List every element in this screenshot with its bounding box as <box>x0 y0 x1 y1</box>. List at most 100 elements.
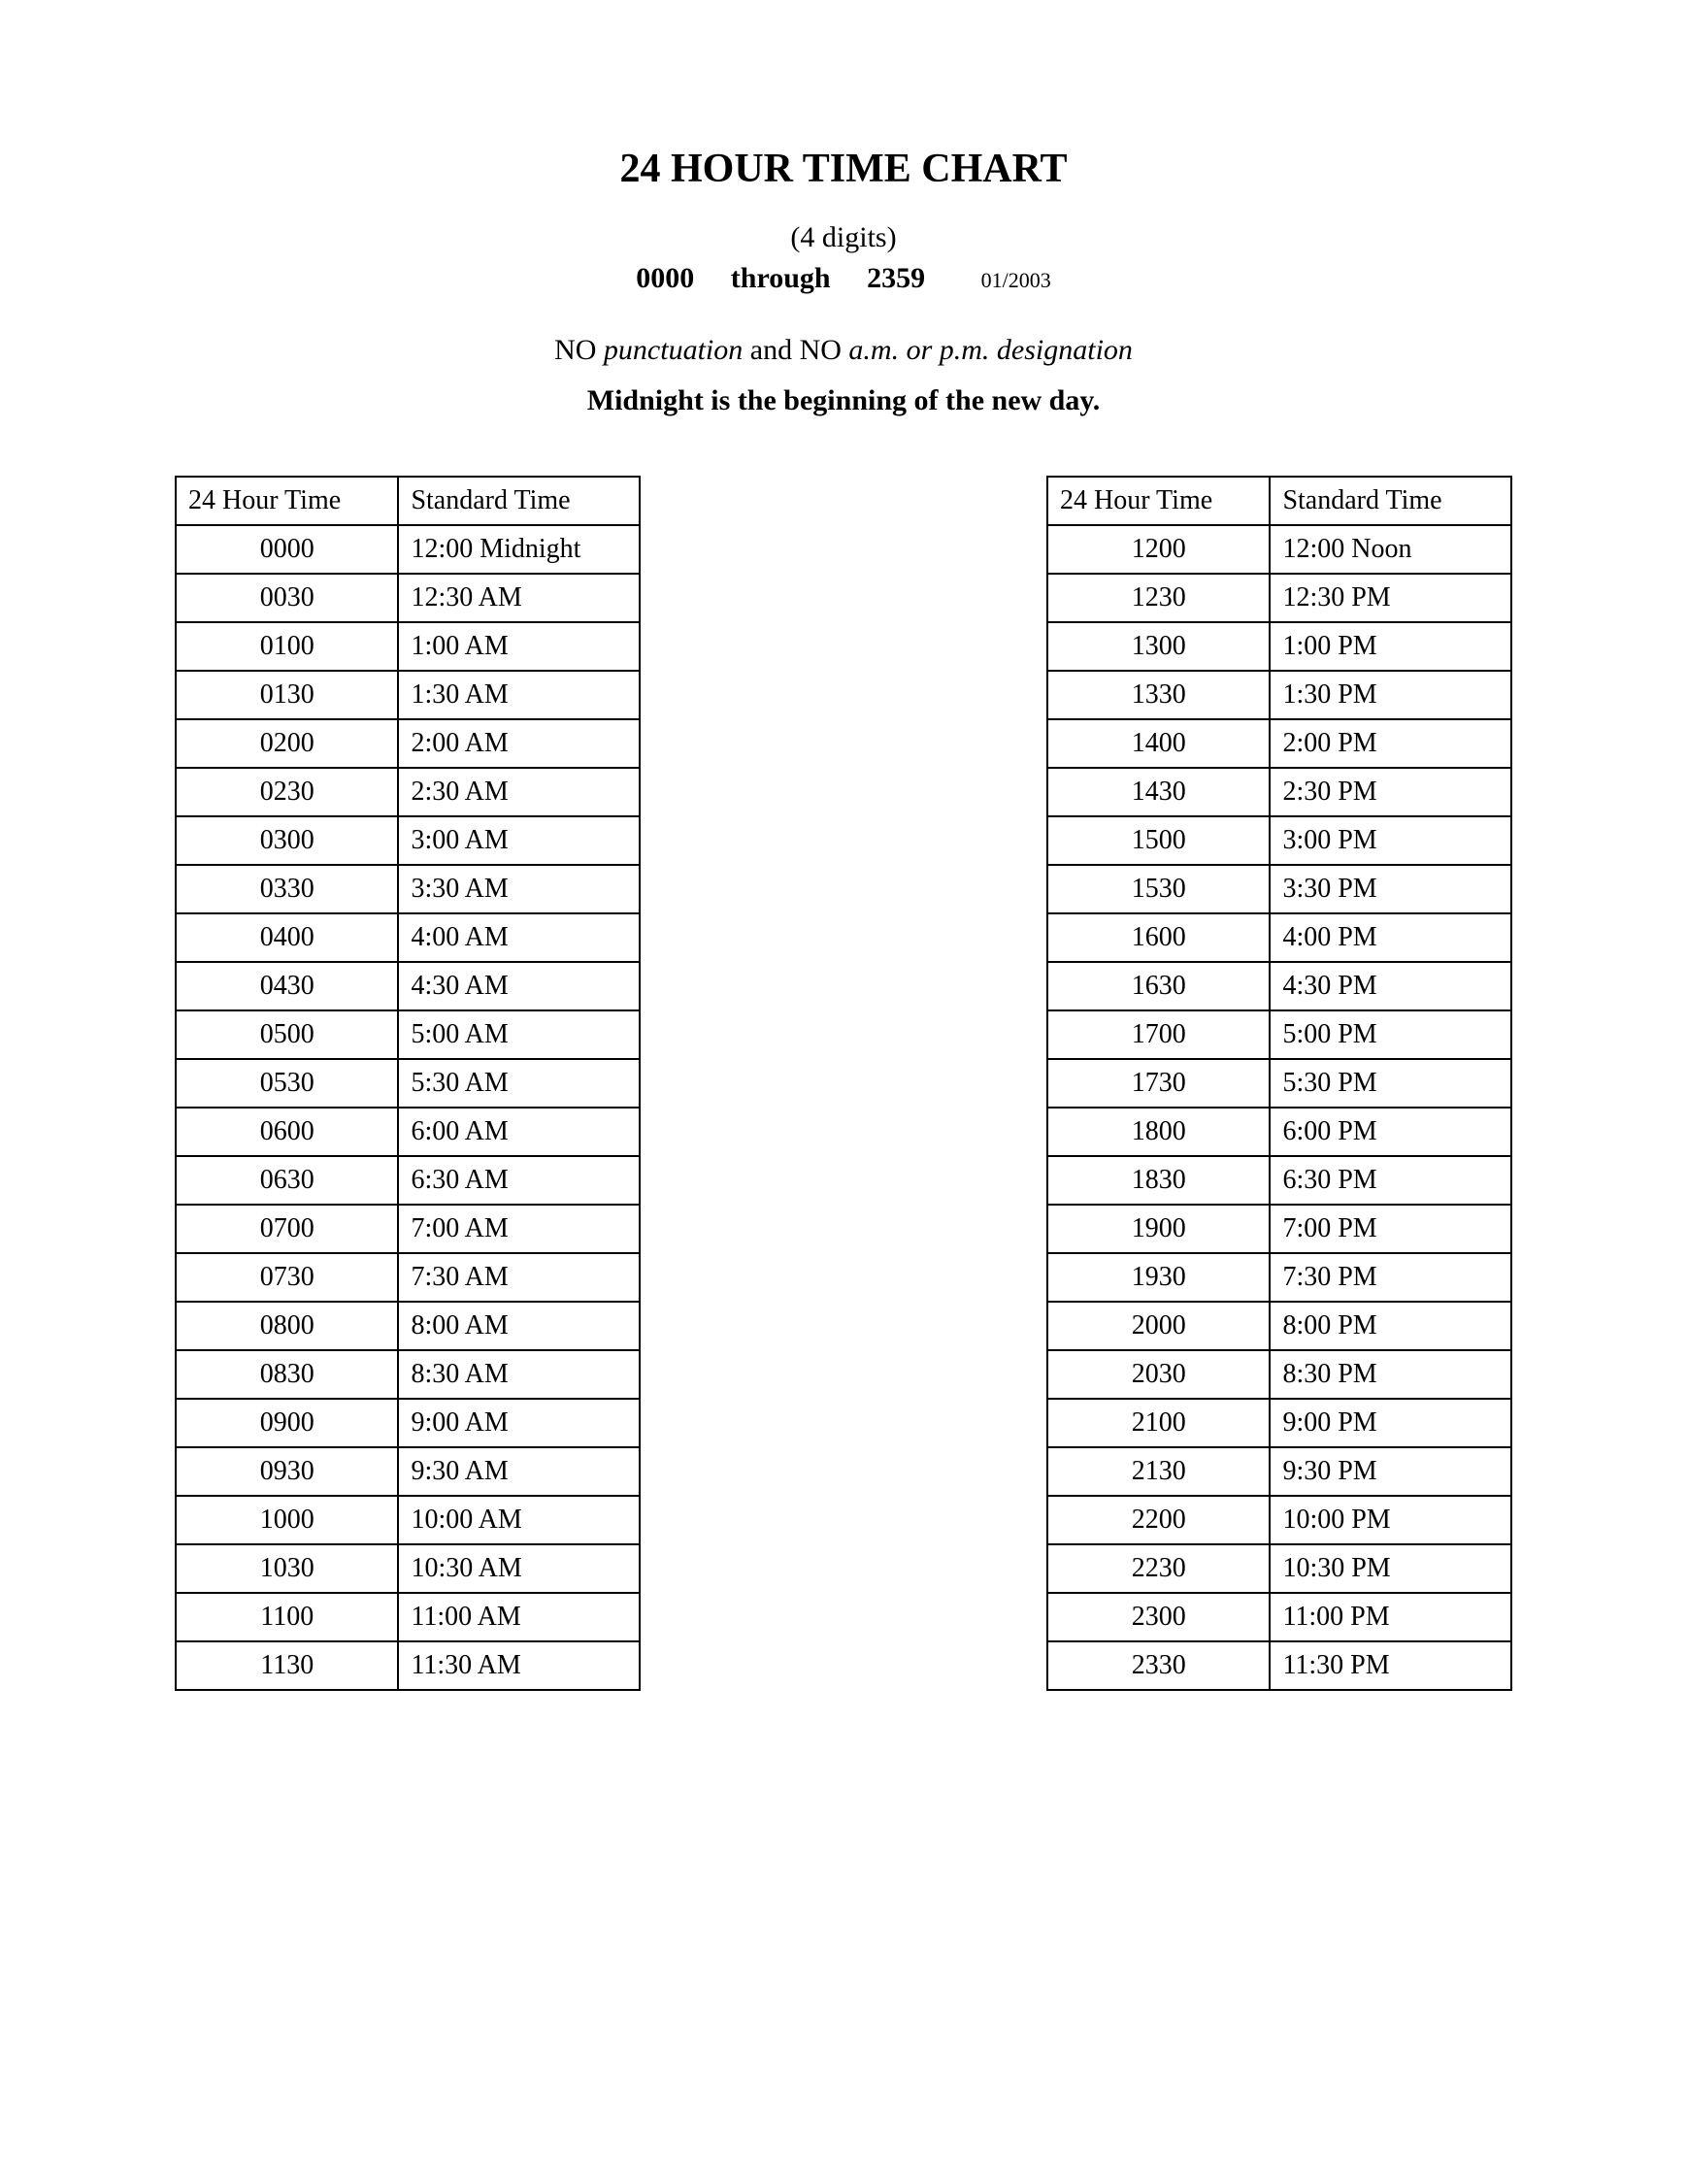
cell-24hour: 2030 <box>1047 1350 1270 1399</box>
cell-standard: 9:00 PM <box>1270 1399 1511 1447</box>
cell-standard: 2:00 AM <box>398 719 640 768</box>
cell-standard: 12:30 AM <box>398 574 640 622</box>
cell-standard: 2:00 PM <box>1270 719 1511 768</box>
cell-standard: 7:00 PM <box>1270 1205 1511 1253</box>
cell-standard: 11:30 AM <box>398 1641 640 1690</box>
table-row: 06306:30 AM <box>176 1156 640 1205</box>
cell-standard: 6:00 AM <box>398 1108 640 1156</box>
table-row: 100010:00 AM <box>176 1496 640 1544</box>
cell-24hour: 1600 <box>1047 913 1270 962</box>
document-date: 01/2003 <box>981 268 1051 292</box>
subtitle: (4 digits) <box>175 221 1512 254</box>
cell-24hour: 0830 <box>176 1350 398 1399</box>
cell-24hour: 2300 <box>1047 1593 1270 1641</box>
table-row: 18006:00 PM <box>1047 1108 1511 1156</box>
cell-standard: 10:00 PM <box>1270 1496 1511 1544</box>
cell-24hour: 0400 <box>176 913 398 962</box>
cell-standard: 6:30 PM <box>1270 1156 1511 1205</box>
cell-24hour: 0030 <box>176 574 398 622</box>
table-row: 233011:30 PM <box>1047 1641 1511 1690</box>
table-row: 09309:30 AM <box>176 1447 640 1496</box>
table-row: 04004:00 AM <box>176 913 640 962</box>
cell-standard: 12:30 PM <box>1270 574 1511 622</box>
cell-standard: 10:30 PM <box>1270 1544 1511 1593</box>
time-table-pm: 24 Hour Time Standard Time 120012:00 Noo… <box>1046 476 1512 1691</box>
table-row: 15003:00 PM <box>1047 816 1511 865</box>
cell-24hour: 1930 <box>1047 1253 1270 1302</box>
cell-24hour: 0300 <box>176 816 398 865</box>
cell-24hour: 0800 <box>176 1302 398 1350</box>
table-row: 230011:00 PM <box>1047 1593 1511 1641</box>
cell-24hour: 0630 <box>176 1156 398 1205</box>
table-row: 14002:00 PM <box>1047 719 1511 768</box>
cell-24hour: 0200 <box>176 719 398 768</box>
cell-standard: 6:00 PM <box>1270 1108 1511 1156</box>
cell-24hour: 1330 <box>1047 671 1270 719</box>
cell-24hour: 0230 <box>176 768 398 816</box>
cell-standard: 12:00 Noon <box>1270 525 1511 574</box>
range-to: 2359 <box>867 262 925 294</box>
cell-24hour: 1100 <box>176 1593 398 1641</box>
cell-standard: 5:00 PM <box>1270 1010 1511 1059</box>
range-from: 0000 <box>636 262 694 294</box>
table-row: 09009:00 AM <box>176 1399 640 1447</box>
cell-24hour: 2100 <box>1047 1399 1270 1447</box>
cell-standard: 2:30 AM <box>398 768 640 816</box>
time-table-am: 24 Hour Time Standard Time 000012:00 Mid… <box>175 476 641 1691</box>
cell-standard: 4:00 AM <box>398 913 640 962</box>
rule-midnight: Midnight is the beginning of the new day… <box>175 384 1512 417</box>
table-row: 03303:30 AM <box>176 865 640 913</box>
header-24hour: 24 Hour Time <box>1047 477 1270 525</box>
cell-standard: 3:00 PM <box>1270 816 1511 865</box>
table-row: 01301:30 AM <box>176 671 640 719</box>
table-row: 16004:00 PM <box>1047 913 1511 962</box>
table-row: 21009:00 PM <box>1047 1399 1511 1447</box>
table-row: 110011:00 AM <box>176 1593 640 1641</box>
cell-24hour: 1000 <box>176 1496 398 1544</box>
cell-24hour: 0930 <box>176 1447 398 1496</box>
table-row: 01001:00 AM <box>176 622 640 671</box>
cell-standard: 7:00 AM <box>398 1205 640 1253</box>
rule1-italic1: punctuation <box>604 334 743 366</box>
table-row: 123012:30 PM <box>1047 574 1511 622</box>
table-row: 17305:30 PM <box>1047 1059 1511 1108</box>
cell-24hour: 0730 <box>176 1253 398 1302</box>
table-row: 07007:00 AM <box>176 1205 640 1253</box>
cell-24hour: 1130 <box>176 1641 398 1690</box>
cell-standard: 3:30 PM <box>1270 865 1511 913</box>
cell-24hour: 0430 <box>176 962 398 1010</box>
cell-standard: 5:00 AM <box>398 1010 640 1059</box>
table-row: 03003:00 AM <box>176 816 640 865</box>
cell-24hour: 2330 <box>1047 1641 1270 1690</box>
table-header-row: 24 Hour Time Standard Time <box>1047 477 1511 525</box>
cell-standard: 1:30 AM <box>398 671 640 719</box>
cell-standard: 1:00 PM <box>1270 622 1511 671</box>
cell-24hour: 0100 <box>176 622 398 671</box>
table-row: 04304:30 AM <box>176 962 640 1010</box>
cell-standard: 6:30 AM <box>398 1156 640 1205</box>
page-title: 24 HOUR TIME CHART <box>175 146 1512 192</box>
cell-standard: 5:30 AM <box>398 1059 640 1108</box>
cell-standard: 12:00 Midnight <box>398 525 640 574</box>
table-row: 000012:00 Midnight <box>176 525 640 574</box>
cell-24hour: 1500 <box>1047 816 1270 865</box>
cell-24hour: 1900 <box>1047 1205 1270 1253</box>
cell-standard: 11:30 PM <box>1270 1641 1511 1690</box>
header-standard: Standard Time <box>398 477 640 525</box>
header-standard: Standard Time <box>1270 477 1511 525</box>
cell-24hour: 1400 <box>1047 719 1270 768</box>
table-row: 05005:00 AM <box>176 1010 640 1059</box>
cell-standard: 11:00 PM <box>1270 1593 1511 1641</box>
cell-standard: 7:30 AM <box>398 1253 640 1302</box>
cell-24hour: 1700 <box>1047 1010 1270 1059</box>
cell-standard: 10:30 AM <box>398 1544 640 1593</box>
table-row: 003012:30 AM <box>176 574 640 622</box>
cell-24hour: 1800 <box>1047 1108 1270 1156</box>
cell-24hour: 0000 <box>176 525 398 574</box>
cell-24hour: 1630 <box>1047 962 1270 1010</box>
cell-24hour: 2000 <box>1047 1302 1270 1350</box>
cell-24hour: 1300 <box>1047 622 1270 671</box>
cell-24hour: 0500 <box>176 1010 398 1059</box>
cell-standard: 8:30 AM <box>398 1350 640 1399</box>
rule1-italic2: a.m. or p.m. designation <box>848 334 1133 366</box>
